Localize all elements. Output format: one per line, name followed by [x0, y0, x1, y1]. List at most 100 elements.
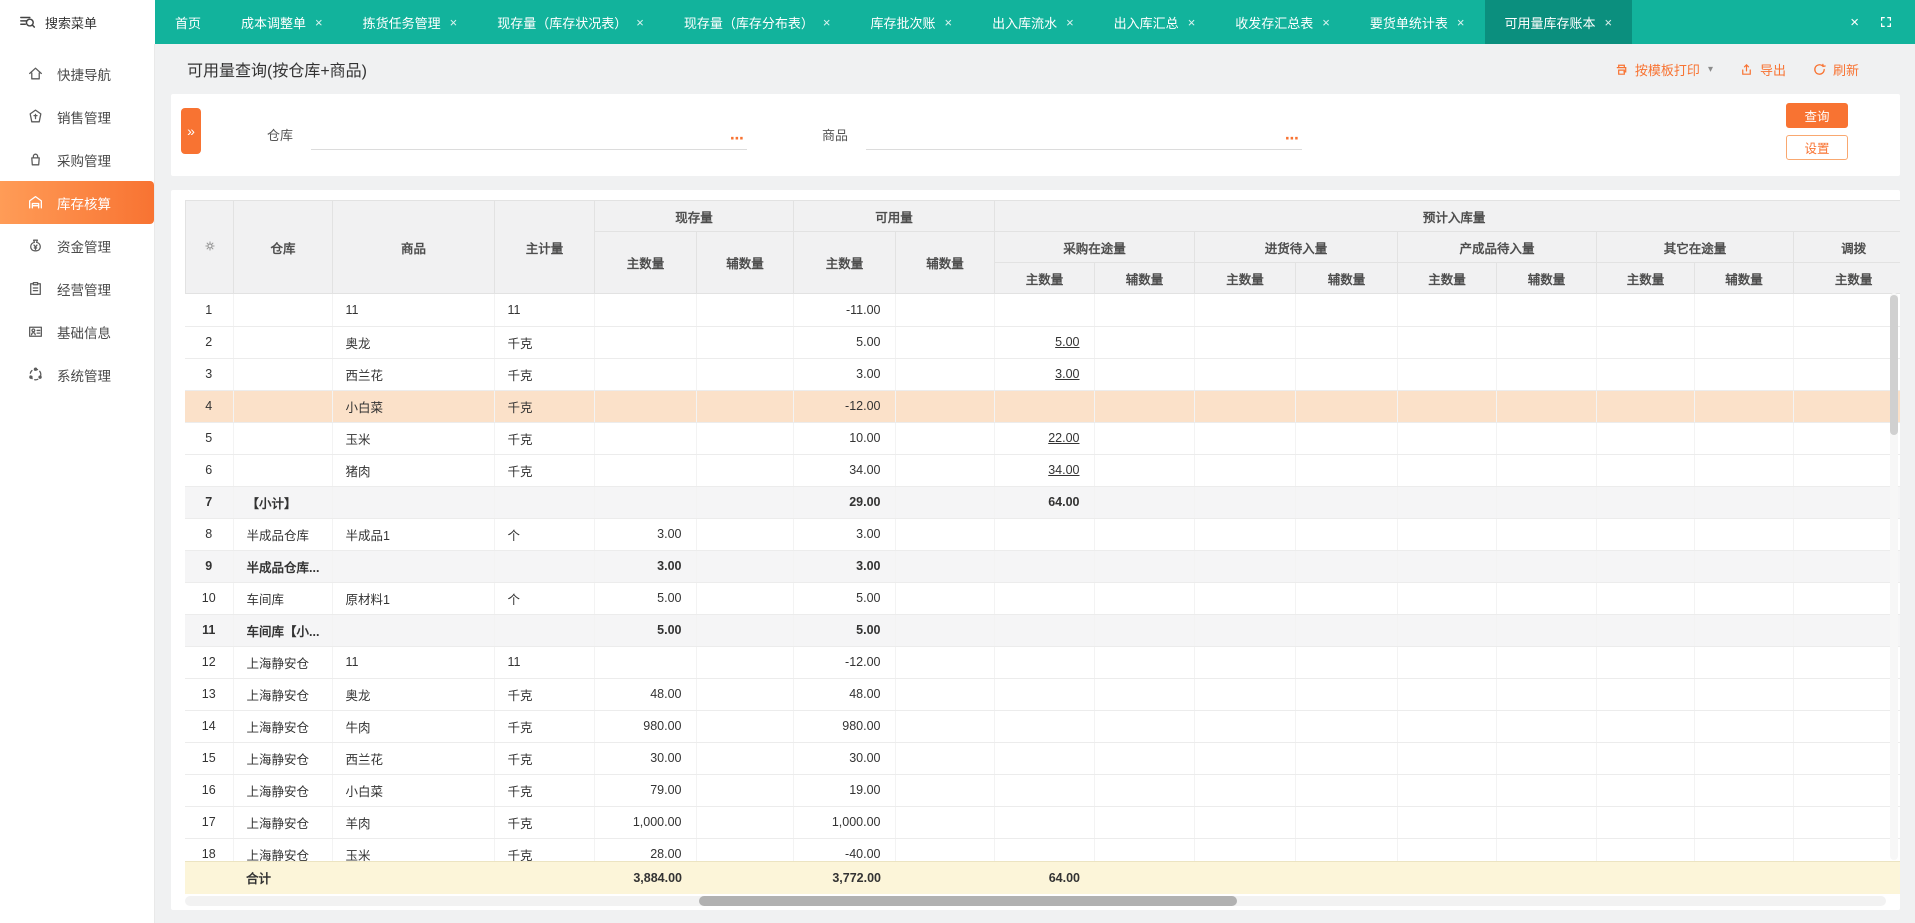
tab-close-icon[interactable]: ×	[1322, 14, 1330, 30]
cell-transfer-main-qty	[1793, 518, 1900, 551]
tab-item[interactable]: 现存量（库存状况表） ×	[477, 0, 664, 44]
tab-item[interactable]: 库存批次账 ×	[850, 0, 972, 44]
print-by-template-button[interactable]: 按模板打印 ▾	[1614, 60, 1713, 79]
tab-close-icon[interactable]: ×	[1604, 14, 1613, 30]
table-row[interactable]: 15 上海静安仓 西兰花 千克 30.00 30.00	[185, 742, 1900, 775]
cell-incoming-aux-qty	[1295, 742, 1398, 775]
table-row[interactable]: 2 奥龙 千克 5.00 5.00	[185, 326, 1900, 359]
tab-close-icon[interactable]: ×	[449, 14, 458, 30]
refresh-button[interactable]: 刷新	[1812, 60, 1859, 79]
tab-close-icon[interactable]: ×	[944, 14, 953, 30]
tab-item[interactable]: 成本调整单 ×	[221, 0, 343, 44]
cell-transfer-main-qty	[1793, 742, 1900, 775]
cell-warehouse: 半成品仓库...	[233, 550, 333, 583]
table-row[interactable]: 6 猪肉 千克 34.00 34.00	[185, 454, 1900, 487]
tab-close-icon[interactable]: ×	[315, 14, 323, 30]
tab-close-icon[interactable]: ×	[822, 14, 831, 30]
product-picker-icon[interactable]: ⋯	[1285, 130, 1301, 146]
table-row[interactable]: 14 上海静安仓 牛肉 千克 980.00 980.00	[185, 710, 1900, 743]
cell-purchase-transit-main-qty[interactable]: 22.00	[994, 422, 1095, 455]
tab-item[interactable]: 出入库汇总 ×	[1094, 0, 1216, 44]
cell-onhand-aux-qty	[696, 358, 794, 391]
tab-item[interactable]: 出入库流水 ×	[972, 0, 1094, 44]
cell-available-aux-qty	[895, 326, 995, 359]
table-row[interactable]: 17 上海静安仓 羊肉 千克 1,000.00 1,000.00	[185, 806, 1900, 839]
tab-item[interactable]: 现存量（库存分布表） ×	[664, 0, 851, 44]
horizontal-scrollbar-thumb[interactable]	[699, 895, 1237, 906]
sidebar-item[interactable]: 采购管理	[0, 138, 154, 181]
tab-item[interactable]: 要货单统计表 ×	[1350, 0, 1485, 44]
product-input[interactable]	[866, 120, 1277, 148]
table-row[interactable]: 4 小白菜 千克 -12.00	[185, 390, 1900, 423]
table-row[interactable]: 1 11 11 -11.00	[185, 294, 1900, 327]
cell-purchase-transit-aux-qty	[1094, 838, 1195, 861]
sidebar-item[interactable]: 基础信息	[0, 310, 154, 353]
cell-available-main-qty: 980.00	[793, 710, 896, 743]
cell-onhand-aux-qty	[696, 742, 794, 775]
cell-purchase-transit-main-qty[interactable]: 5.00	[994, 326, 1095, 359]
cell-other-transit-aux-qty	[1694, 294, 1794, 327]
table-row[interactable]: 18 上海静安仓 玉米 千克 28.00 -40.00	[185, 838, 1900, 861]
cell-incoming-main-qty	[1194, 422, 1296, 455]
table-row[interactable]: 8 半成品仓库 半成品1 个 3.00 3.00	[185, 518, 1900, 551]
warehouse-input[interactable]	[311, 120, 722, 148]
expand-filters-button[interactable]: »	[181, 108, 201, 154]
tab-close-icon[interactable]: ×	[1187, 14, 1196, 30]
query-button[interactable]: 查询	[1786, 103, 1848, 128]
close-all-tabs-icon[interactable]: ×	[1850, 13, 1859, 31]
cell-other-transit-aux-qty	[1694, 678, 1794, 711]
sidebar-item[interactable]: 销售管理	[0, 95, 154, 138]
tab-close-icon[interactable]: ×	[1456, 14, 1465, 30]
column-settings-gear-icon[interactable]	[185, 200, 234, 294]
cell-available-aux-qty	[895, 742, 995, 775]
sidebar-item[interactable]: 快捷导航	[0, 52, 154, 95]
tab-active[interactable]: 可用量库存账本 ×	[1484, 0, 1633, 44]
cell-product: 11	[332, 294, 495, 327]
tab-close-icon[interactable]: ×	[636, 14, 644, 30]
fullscreen-icon[interactable]	[1879, 15, 1893, 29]
cell-purchase-transit-main-qty	[994, 710, 1095, 743]
table-row[interactable]: 10 车间库 原材料1 个 5.00 5.00	[185, 582, 1900, 615]
sidebar-item[interactable]: 资金管理	[0, 224, 154, 267]
tab-item[interactable]: 收发存汇总表 ×	[1215, 0, 1350, 44]
vertical-scrollbar-thumb[interactable]	[1890, 295, 1898, 435]
refresh-icon	[1814, 63, 1826, 75]
table-row[interactable]: 12 上海静安仓 11 11 -12.00	[185, 646, 1900, 679]
table-row[interactable]: 3 西兰花 千克 3.00 3.00	[185, 358, 1900, 391]
cell-other-transit-main-qty	[1596, 390, 1695, 423]
tab-label: 出入库流水	[992, 15, 1058, 31]
cell-row-number: 1	[185, 294, 234, 327]
cell-finished-main-qty	[1397, 710, 1497, 743]
table-body-viewport[interactable]: 1 11 11 -11.00 2 奥龙 千克 5.00 5.00 3 西兰花 千克 3.00 3.00 4 小…	[185, 294, 1900, 861]
cell-other-transit-main-qty	[1596, 646, 1695, 679]
table-row[interactable]: 16 上海静安仓 小白菜 千克 79.00 19.00	[185, 774, 1900, 807]
export-button[interactable]: 导出	[1739, 60, 1786, 79]
cell-finished-main-qty	[1397, 294, 1497, 327]
tab-label: 可用量库存账本	[1504, 15, 1596, 31]
table-row[interactable]: 13 上海静安仓 奥龙 千克 48.00 48.00	[185, 678, 1900, 711]
warehouse-picker-icon[interactable]: ⋯	[730, 130, 746, 146]
tab-item[interactable]: 拣货任务管理 ×	[343, 0, 478, 44]
table-row[interactable]: 11 车间库【小... 5.00 5.00	[185, 614, 1900, 647]
table-row[interactable]: 7 【小计】 29.00 64.00	[185, 486, 1900, 519]
sidebar-item-active[interactable]: 库存核算	[0, 181, 154, 224]
cell-purchase-transit-main-qty[interactable]: 34.00	[994, 454, 1095, 487]
search-menu-button[interactable]: 搜索菜单	[0, 0, 155, 44]
cell-row-number: 4	[185, 390, 234, 423]
table-row[interactable]: 9 半成品仓库... 3.00 3.00	[185, 550, 1900, 583]
chevron-down-icon[interactable]: ▾	[1707, 63, 1713, 75]
cell-incoming-main-qty	[1194, 646, 1296, 679]
cell-purchase-transit-main-qty[interactable]: 3.00	[994, 358, 1095, 391]
settings-button[interactable]: 设置	[1786, 135, 1848, 160]
tab-close-icon[interactable]: ×	[1066, 14, 1074, 30]
table-row[interactable]: 5 玉米 千克 10.00 22.00	[185, 422, 1900, 455]
tab-item[interactable]: 首页	[155, 0, 221, 44]
sidebar-item[interactable]: 系统管理	[0, 353, 154, 396]
table-total-row[interactable]: 合计 3,884.00 3,772.00 64.00	[185, 861, 1900, 894]
cell-finished-aux-qty	[1496, 614, 1597, 647]
cell-finished-main-qty	[1397, 774, 1497, 807]
sidebar-item-label: 系统管理	[57, 368, 111, 384]
sidebar-item[interactable]: 经营管理	[0, 267, 154, 310]
search-menu-label: 搜索菜单	[45, 15, 98, 31]
cell-onhand-main-qty	[594, 326, 697, 359]
